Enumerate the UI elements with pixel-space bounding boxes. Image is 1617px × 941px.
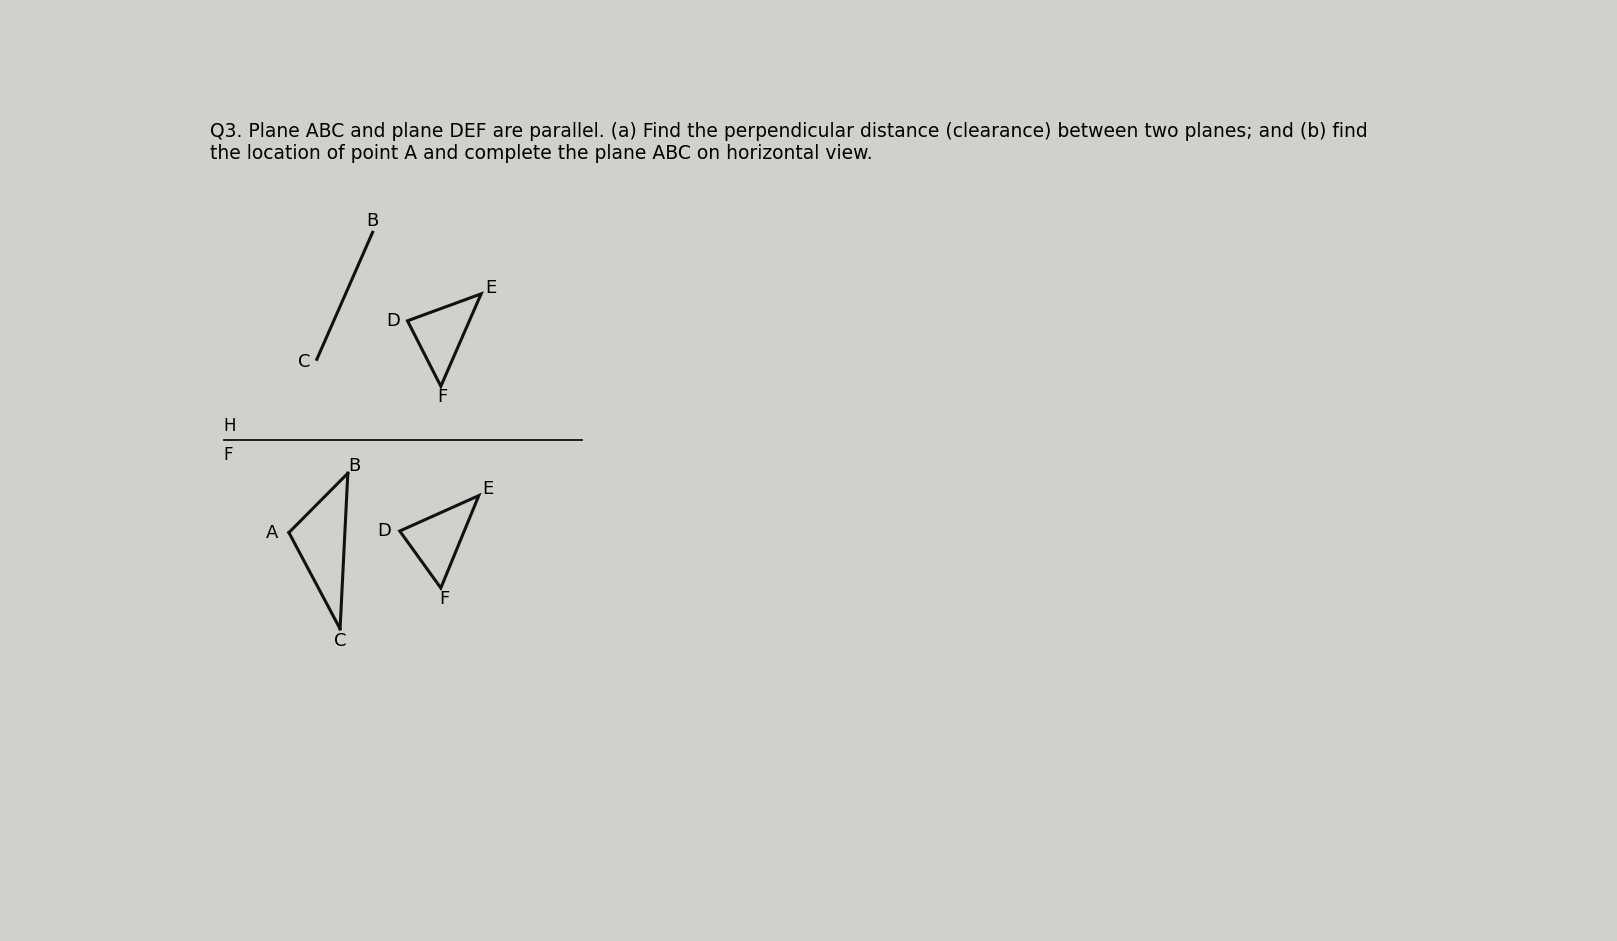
Text: D: D <box>386 311 401 329</box>
Text: E: E <box>482 481 493 499</box>
Text: D: D <box>377 522 391 540</box>
Text: C: C <box>298 354 310 372</box>
Text: F: F <box>223 445 233 464</box>
Text: H: H <box>223 417 236 435</box>
Text: F: F <box>438 590 450 608</box>
Text: B: B <box>348 456 361 474</box>
Text: F: F <box>437 388 448 407</box>
Text: A: A <box>265 523 278 542</box>
Text: B: B <box>367 213 378 231</box>
Text: C: C <box>333 632 346 650</box>
Text: Q3. Plane ABC and plane DEF are parallel. (a) Find the perpendicular distance (c: Q3. Plane ABC and plane DEF are parallel… <box>210 122 1368 163</box>
Text: E: E <box>485 279 496 296</box>
